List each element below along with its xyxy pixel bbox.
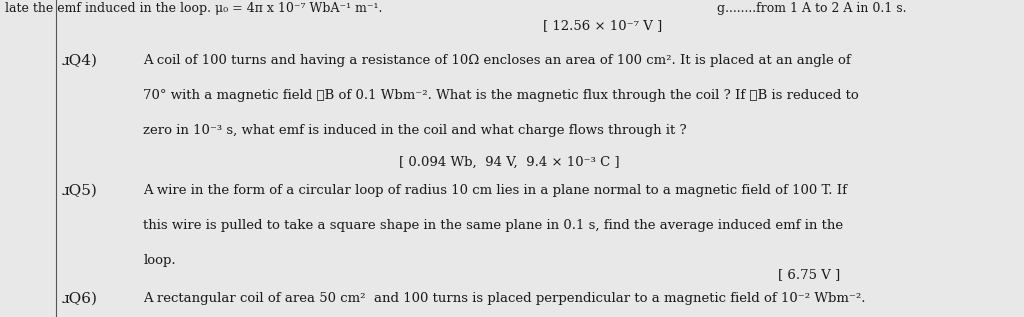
Text: A coil of 100 turns and having a resistance of 10Ω encloses an area of 100 cm². : A coil of 100 turns and having a resista… [143,54,851,67]
Text: [ 12.56 × 10⁻⁷ V ]: [ 12.56 × 10⁻⁷ V ] [543,19,662,32]
Text: ɹQ5): ɹQ5) [61,184,97,198]
Text: [ 0.094 Wb,  94 V,  9.4 × 10⁻³ C ]: [ 0.094 Wb, 94 V, 9.4 × 10⁻³ C ] [399,155,620,168]
Text: A wire in the form of a circular loop of radius 10 cm lies in a plane normal to : A wire in the form of a circular loop of… [143,184,848,197]
Text: late the emf induced in the loop. μ₀ = 4π x 10⁻⁷ WbA⁻¹ m⁻¹.: late the emf induced in the loop. μ₀ = 4… [5,2,383,15]
Text: ɹQ6): ɹQ6) [61,292,97,306]
Text: [ 6.75 V ]: [ 6.75 V ] [778,268,841,281]
Text: zero in 10⁻³ s, what emf is induced in the coil and what charge flows through it: zero in 10⁻³ s, what emf is induced in t… [143,124,687,137]
Text: A rectangular coil of area 50 cm²  and 100 turns is placed perpendicular to a ma: A rectangular coil of area 50 cm² and 10… [143,292,866,305]
Text: loop.: loop. [143,254,176,267]
Text: g........from 1 A to 2 A in 0.1 s.: g........from 1 A to 2 A in 0.1 s. [717,2,906,15]
Text: 70° with a magnetic field ⃗B of 0.1 Wbm⁻². What is the magnetic flux through the: 70° with a magnetic field ⃗B of 0.1 Wbm⁻… [143,89,859,102]
Text: this wire is pulled to take a square shape in the same plane in 0.1 s, find the : this wire is pulled to take a square sha… [143,219,844,232]
Text: ɹQ4): ɹQ4) [61,54,97,68]
